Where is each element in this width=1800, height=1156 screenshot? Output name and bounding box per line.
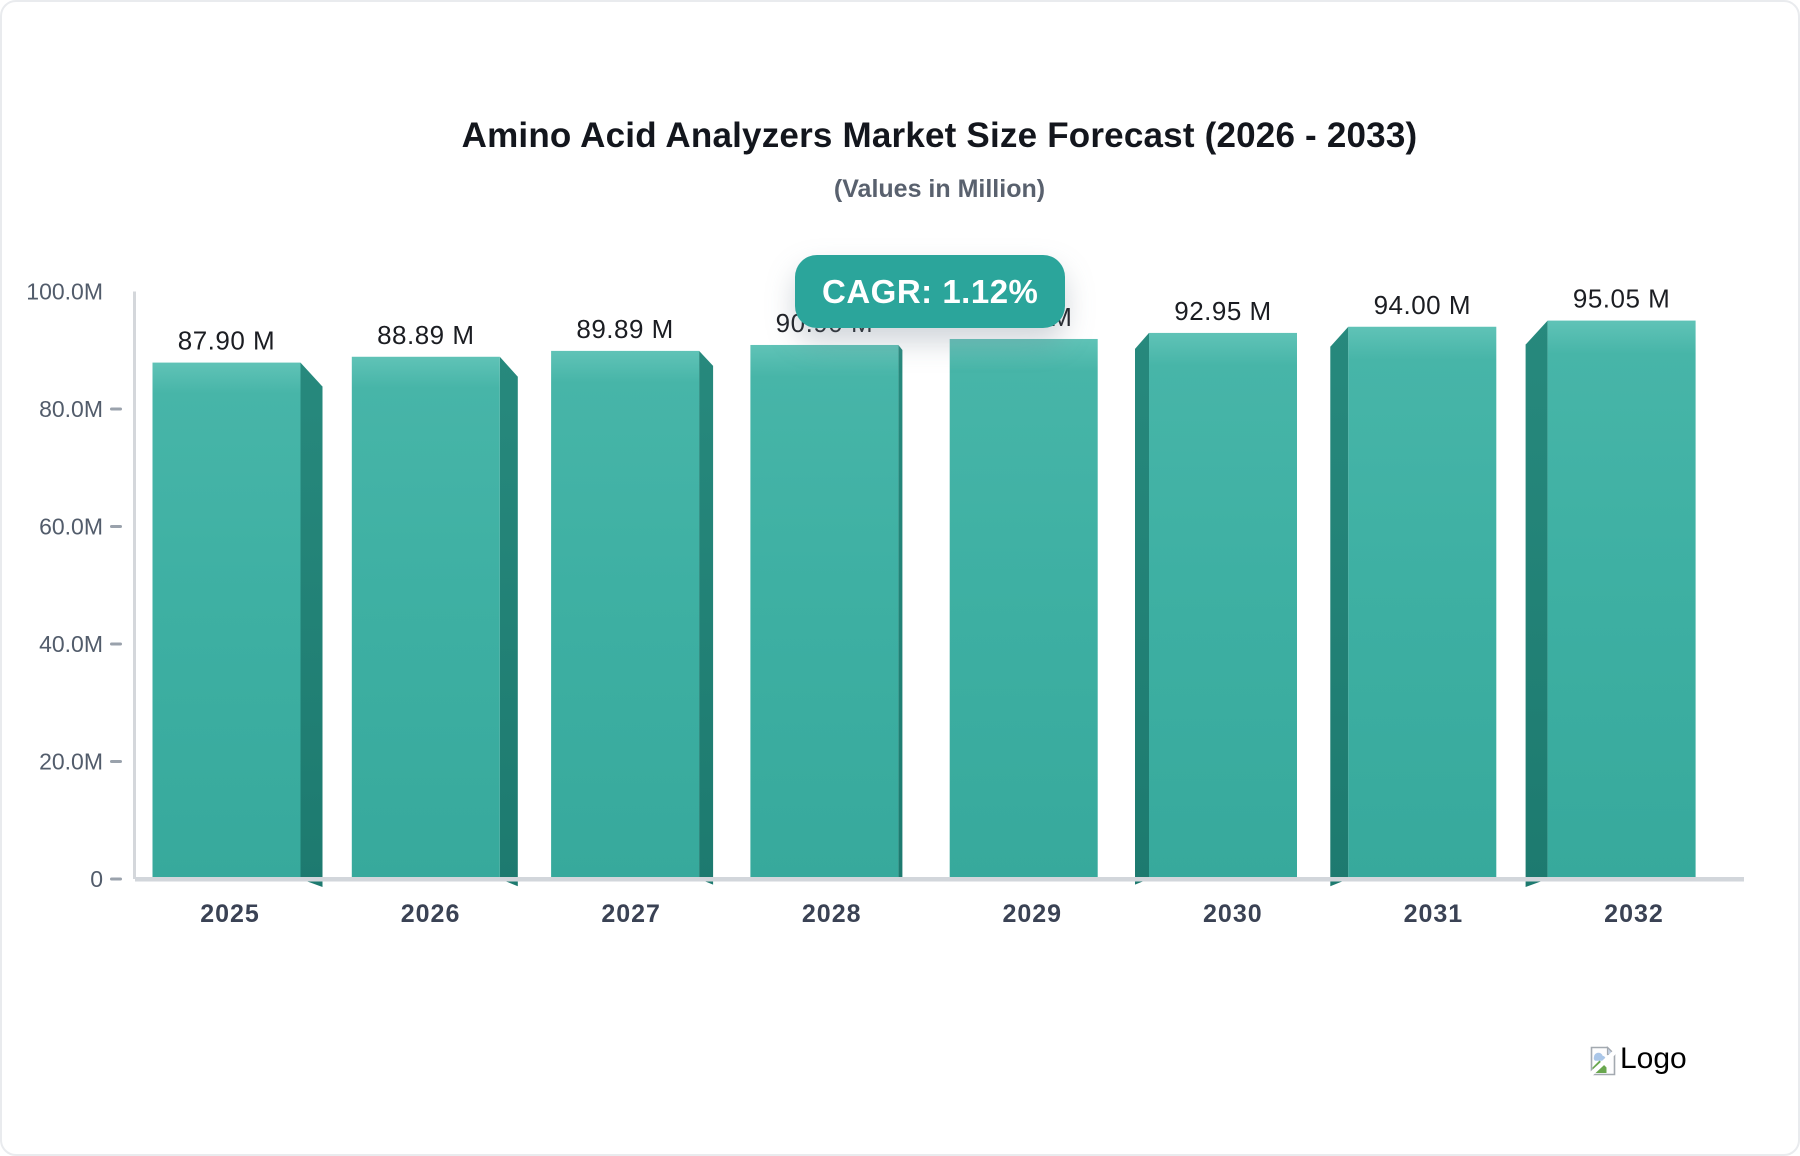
bar-2027[interactable] — [551, 350, 714, 885]
x-axis-label-2032: 2032 — [1604, 900, 1664, 928]
x-axis-label-2029: 2029 — [1002, 900, 1062, 928]
bar-side-face — [898, 344, 903, 881]
bar-front-face — [152, 362, 301, 879]
bar-value-label: 92.95 M — [1174, 296, 1271, 326]
bar-2025[interactable] — [152, 362, 323, 887]
x-axis-label-2031: 2031 — [1404, 900, 1464, 928]
broken-image-icon — [1587, 1046, 1619, 1077]
y-axis-line — [133, 291, 136, 879]
bar-side-face — [300, 362, 323, 887]
bar-value-label: 89.89 M — [576, 314, 673, 344]
bar-value-label: 87.90 M — [178, 326, 275, 356]
bar-front-face — [1348, 326, 1497, 879]
bar-front-face — [949, 338, 1098, 880]
x-axis-label-2026: 2026 — [401, 900, 461, 928]
y-tick-dash — [110, 525, 122, 528]
chart-subtitle: (Values in Million) — [833, 175, 1046, 203]
bar-side-face — [499, 356, 518, 887]
bar-value-label: 95.05 M — [1573, 284, 1670, 314]
bar-front-face — [1547, 320, 1696, 879]
y-tick-label: 100.0M — [26, 279, 103, 305]
bar-side-face — [1330, 326, 1349, 887]
bar-2031[interactable] — [1330, 326, 1497, 887]
y-tick-label: 60.0M — [39, 514, 103, 540]
bar-front-face — [351, 356, 500, 879]
logo: Logo — [1587, 1038, 1687, 1080]
bar-front-face — [551, 350, 700, 879]
bar-2032[interactable] — [1525, 320, 1696, 887]
y-tick-label: 20.0M — [39, 749, 103, 775]
x-axis-label-2027: 2027 — [601, 900, 661, 928]
bar-2029[interactable] — [949, 338, 1098, 880]
y-tick-dash — [110, 642, 122, 646]
bar-side-face — [699, 350, 714, 885]
x-axis-baseline — [135, 877, 1744, 882]
y-tick-dash — [110, 877, 122, 881]
y-tick-label: 0 — [90, 866, 103, 892]
bar-2030[interactable] — [1135, 332, 1297, 885]
y-tick-label: 40.0M — [39, 631, 103, 657]
bar-front-face — [1149, 332, 1297, 879]
bar-2028[interactable] — [750, 344, 903, 881]
x-axis-label-2025: 2025 — [200, 900, 260, 928]
bar-side-face — [1525, 320, 1548, 887]
y-tick-dash — [110, 760, 122, 763]
bar-value-label: 88.89 M — [377, 320, 474, 350]
y-tick-dash — [110, 407, 122, 411]
logo-text: Logo — [1620, 1042, 1687, 1075]
bar-front-face — [750, 344, 899, 879]
bar-side-face — [1135, 332, 1149, 885]
bar-value-label: 94.00 M — [1374, 290, 1471, 320]
chart-title: Amino Acid Analyzers Market Size Forecas… — [461, 116, 1418, 155]
x-axis-label-2028: 2028 — [802, 900, 862, 928]
cagr-badge: CAGR: 1.12% — [795, 255, 1066, 328]
bar-2026[interactable] — [351, 356, 518, 887]
y-tick-label: 80.0M — [39, 396, 103, 422]
x-axis-label-2030: 2030 — [1203, 900, 1263, 928]
